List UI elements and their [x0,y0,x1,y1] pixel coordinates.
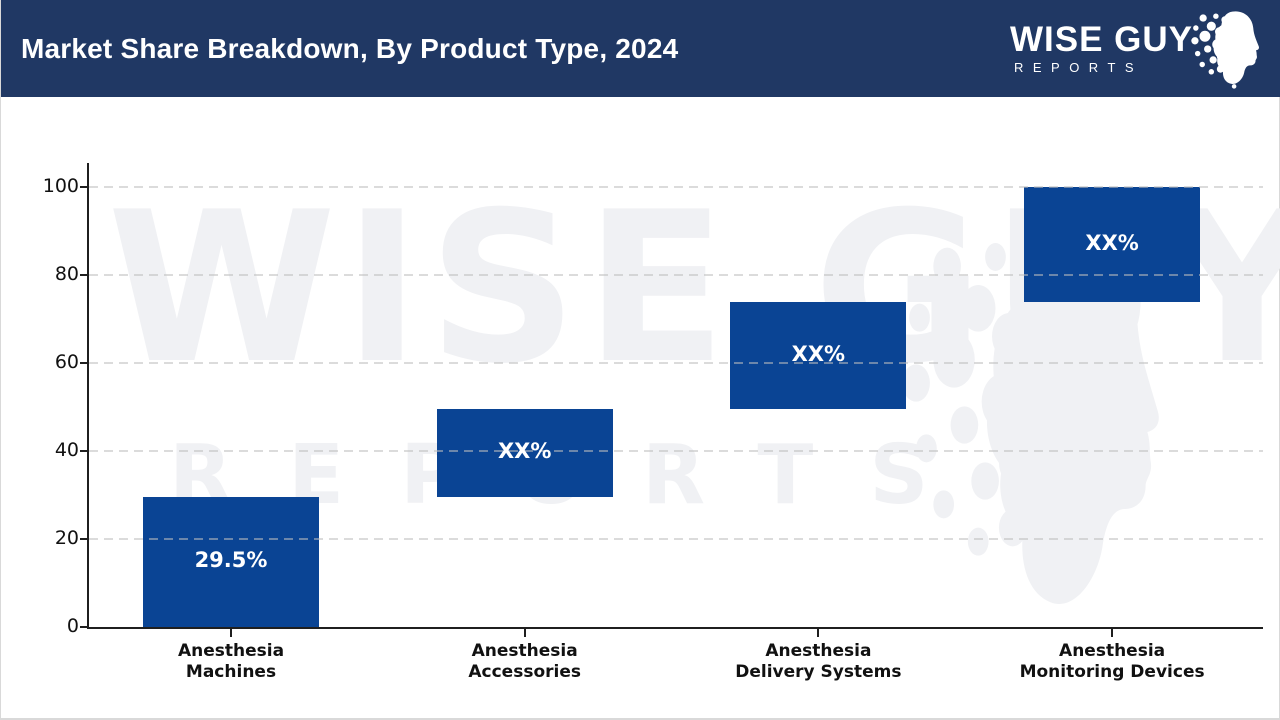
bar-segment [1024,187,1201,303]
category-label-line: Machines [185,662,277,682]
category-label-line: Anesthesia [765,641,872,661]
ytick-label-0: 0 [66,615,79,637]
xtick-mark [817,629,820,637]
gridline-y-80 [89,274,1263,276]
bar-value-label: 29.5% [194,548,268,573]
ytick-label-100: 100 [42,175,79,197]
gridline-y-20 [89,538,1263,540]
ytick-mark-0 [80,626,89,628]
category-label-line: Accessories [468,662,581,682]
bar-segment [143,497,319,627]
gridline-y-100 [89,186,1263,188]
header-bar: Market Share Breakdown, By Product Type,… [1,0,1280,97]
ytick-mark-20 [80,538,89,540]
ytick-mark-40 [80,450,89,452]
gridline-y-40 [89,450,1263,452]
ytick-mark-100 [80,186,89,188]
category-label-line: Monitoring Devices [1019,662,1205,682]
category-label: Anesthesia Accessories [405,641,645,683]
category-label-line: Anesthesia [177,641,285,661]
category-label: Anesthesia Machines [111,641,351,683]
category-label-line: Delivery Systems [735,662,902,682]
ytick-label-20: 20 [54,527,79,549]
xtick-mark [230,629,232,637]
gridline-y-60 [89,362,1263,364]
ytick-label-40: 40 [54,439,79,461]
brand-logo: WISE GUY REPORTS [1010,8,1265,90]
logo-face-icon [1191,10,1259,89]
bar-segment [436,409,613,498]
y-axis-line [87,163,89,629]
page-title: Market Share Breakdown, By Product Type,… [21,32,679,64]
bar-value-label: XX% [497,439,552,464]
logo-wordmark: WISE GUY REPORTS [1010,22,1193,75]
logo-brand-name: WISE GUY [1009,20,1193,59]
ytick-label-60: 60 [54,351,79,373]
category-label: Anesthesia Delivery Systems [698,641,938,683]
bar-value-label: XX% [1085,230,1139,255]
bar-value-label: XX% [791,341,846,366]
chart-area: WISE GUY REPORTS 02040608010029.5%Anesth… [1,97,1280,718]
category-label: Anesthesia Monitoring Devices [992,641,1232,683]
category-label-line: Anesthesia [1059,641,1166,661]
bar-segment [730,302,907,410]
ytick-mark-80 [80,274,89,276]
xtick-mark [1111,629,1114,637]
category-label-line: Anesthesia [471,641,578,661]
ytick-label-80: 80 [54,263,79,285]
x-axis-line [87,627,1263,629]
ytick-mark-60 [80,362,89,364]
xtick-mark [523,629,526,637]
logo-brand-subtitle: REPORTS [1013,60,1144,75]
